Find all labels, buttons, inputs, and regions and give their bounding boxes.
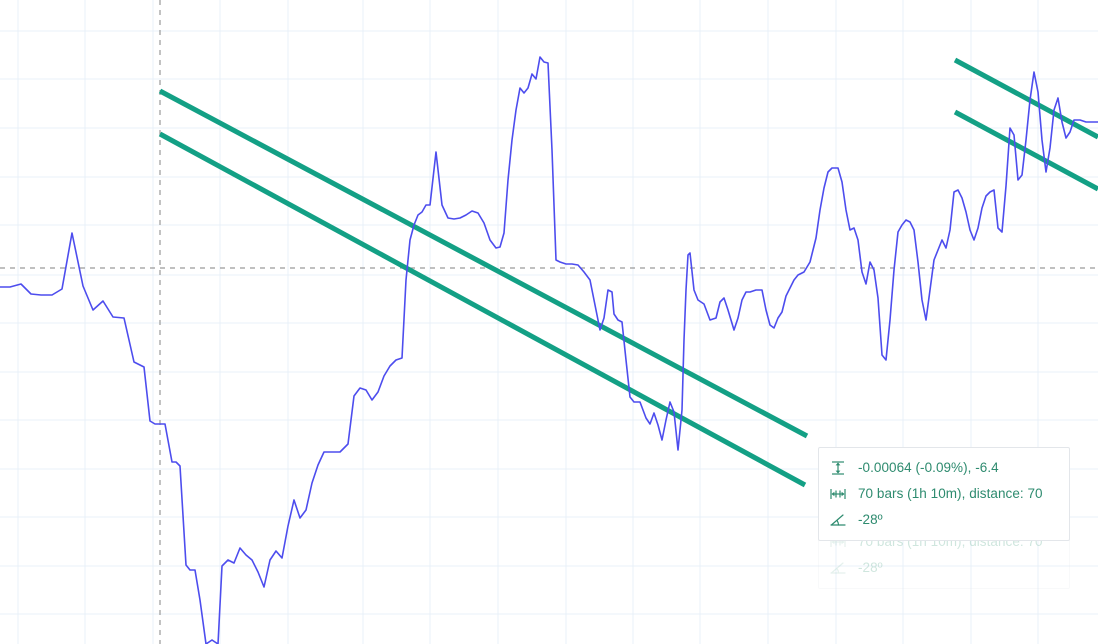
- trend-channel-lower-right[interactable]: [953, 109, 1098, 192]
- measurement-value-angle: -28º: [858, 512, 883, 527]
- trend-channel-lines[interactable]: [158, 57, 1098, 488]
- price-line: [0, 56, 1098, 644]
- angle-icon: [830, 562, 846, 574]
- angle-icon: [830, 514, 846, 526]
- measurement-row-ghost: -28º: [829, 557, 1055, 579]
- measurement-row: -0.00064 (-0.09%), -6.4: [829, 457, 1055, 479]
- trend-channel-upper-left[interactable]: [158, 88, 809, 439]
- measurement-row: 70 bars (1h 10m), distance: 70: [829, 483, 1055, 505]
- horizontal-bars-icon: [830, 489, 846, 499]
- price-series: [0, 56, 1098, 644]
- measurement-row: -28º: [829, 509, 1055, 531]
- trend-channel-lower-left[interactable]: [158, 131, 807, 488]
- measurement-tooltip[interactable]: -0.00064 (-0.09%), -6.4 70 bars (1h 10m)…: [818, 447, 1070, 541]
- measurement-value-bars: 70 bars (1h 10m), distance: 70: [858, 486, 1043, 501]
- measurement-value-vertical: -0.00064 (-0.09%), -6.4: [858, 460, 999, 475]
- measurement-value-angle-ghost: -28º: [858, 560, 883, 575]
- vertical-distance-icon: [832, 461, 844, 475]
- trend-channel-upper-right[interactable]: [953, 57, 1098, 140]
